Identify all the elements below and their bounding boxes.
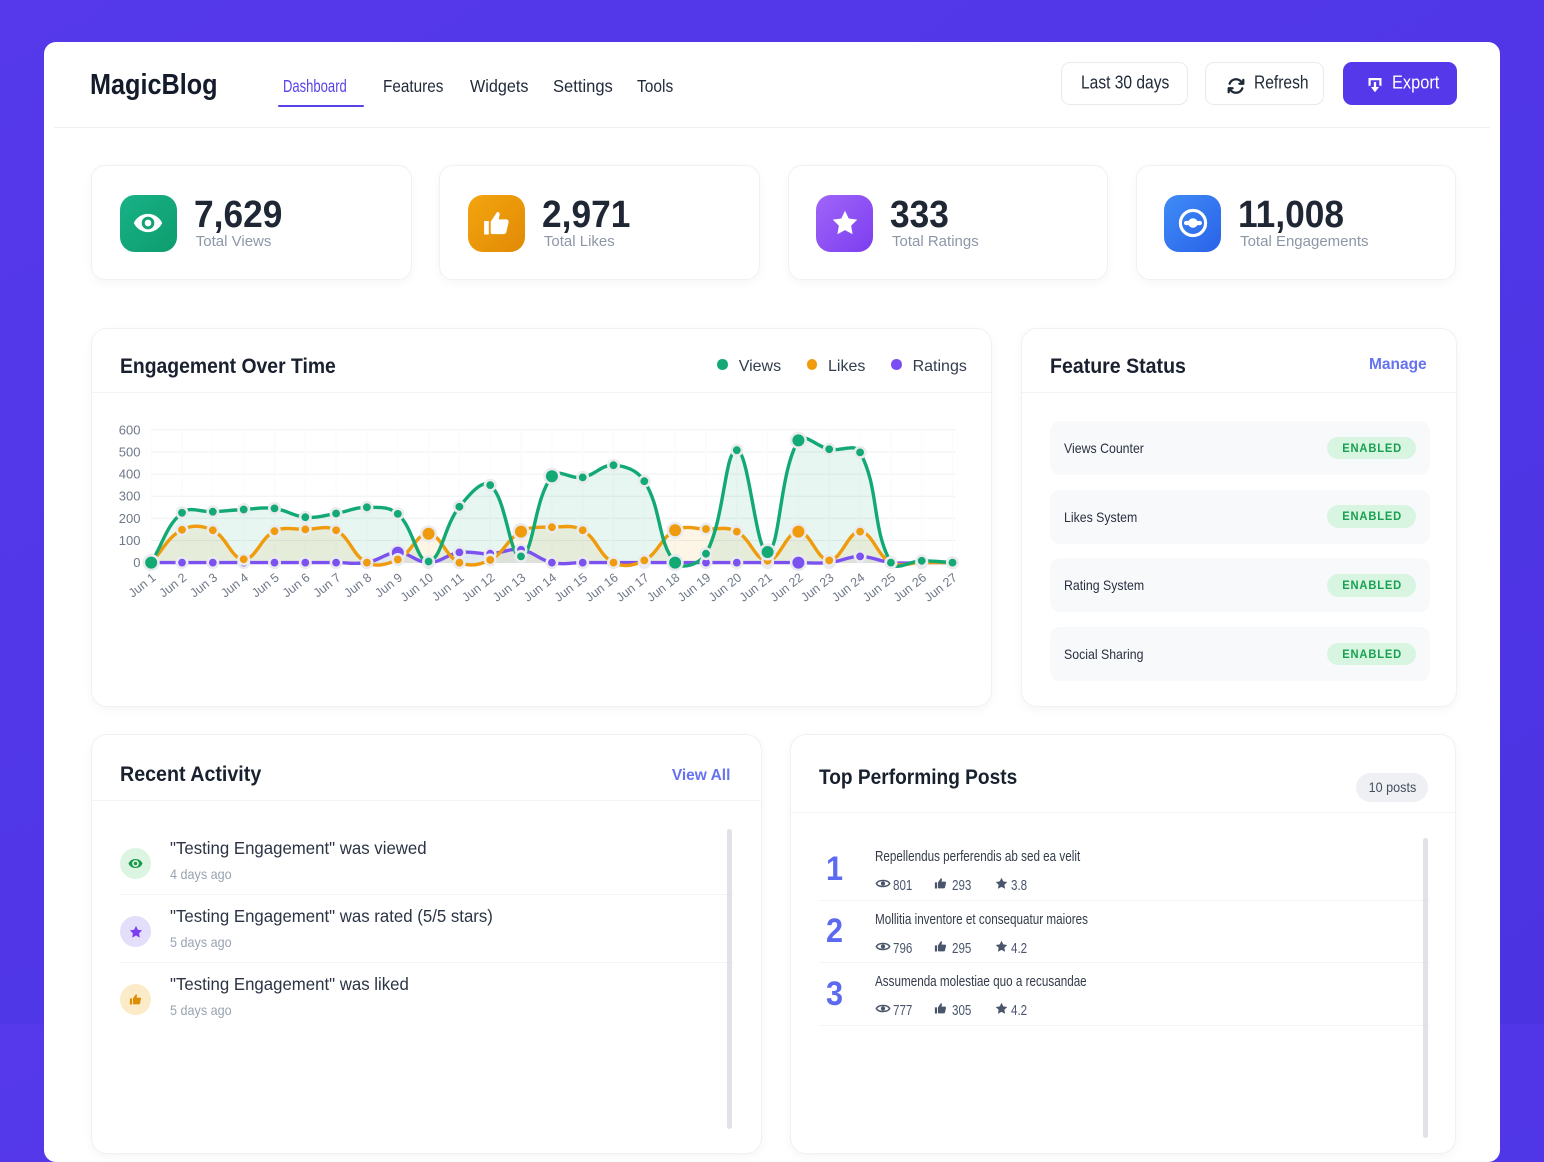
svg-text:Jun 3: Jun 3 (188, 570, 221, 600)
svg-text:100: 100 (119, 533, 141, 548)
svg-text:Jun 18: Jun 18 (645, 570, 683, 604)
svg-text:Jun 13: Jun 13 (490, 570, 528, 604)
svg-text:Jun 20: Jun 20 (706, 570, 744, 604)
svg-text:Jun 22: Jun 22 (768, 570, 806, 604)
svg-text:Jun 1: Jun 1 (126, 570, 159, 600)
svg-text:Jun 6: Jun 6 (280, 570, 313, 600)
svg-text:Jun 16: Jun 16 (583, 570, 621, 604)
svg-text:Jun 5: Jun 5 (249, 570, 282, 600)
svg-text:Jun 21: Jun 21 (737, 570, 775, 604)
svg-text:Jun 8: Jun 8 (342, 570, 375, 600)
svg-text:Jun 24: Jun 24 (830, 570, 868, 604)
svg-text:Jun 25: Jun 25 (860, 570, 898, 604)
svg-text:200: 200 (119, 510, 141, 525)
svg-text:Jun 19: Jun 19 (675, 570, 713, 604)
svg-text:Jun 12: Jun 12 (460, 570, 498, 604)
svg-text:Jun 11: Jun 11 (430, 570, 468, 604)
svg-text:500: 500 (119, 444, 141, 459)
svg-text:Jun 23: Jun 23 (799, 570, 837, 604)
svg-text:400: 400 (119, 466, 141, 481)
svg-text:Jun 26: Jun 26 (891, 570, 929, 604)
svg-text:0: 0 (134, 555, 141, 570)
svg-text:Jun 14: Jun 14 (521, 570, 559, 604)
svg-text:Jun 15: Jun 15 (552, 570, 590, 604)
svg-text:Jun 17: Jun 17 (614, 570, 652, 604)
svg-text:Jun 27: Jun 27 (922, 570, 960, 604)
svg-text:300: 300 (119, 488, 141, 503)
svg-text:Jun 10: Jun 10 (398, 570, 436, 604)
svg-text:Jun 2: Jun 2 (157, 570, 190, 600)
svg-text:Jun 7: Jun 7 (311, 570, 344, 600)
svg-text:Jun 4: Jun 4 (219, 570, 252, 600)
svg-text:600: 600 (119, 422, 141, 437)
